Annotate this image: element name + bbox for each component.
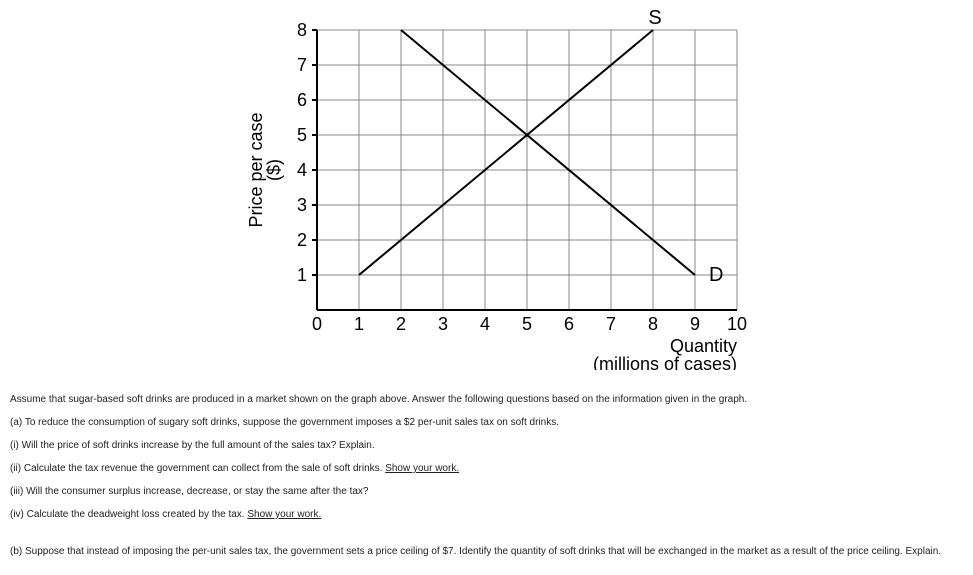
part-a-iv-text: (iv) Calculate the deadweight loss creat… xyxy=(10,509,247,520)
svg-text:0: 0 xyxy=(311,314,321,334)
part-a-i: (i) Will the price of soft drinks increa… xyxy=(10,436,963,455)
svg-text:D: D xyxy=(709,264,723,286)
supply-demand-chart: 0 1 2 3 4 5 6 7 8 9 10 1 2 3 4 5 6 7 8 Price per case($) Qua… xyxy=(207,10,767,370)
show-work-1: Show your work. xyxy=(385,463,459,474)
svg-text:4: 4 xyxy=(296,160,306,180)
svg-text:8: 8 xyxy=(647,314,657,334)
svg-text:(millions of cases): (millions of cases) xyxy=(592,354,736,370)
svg-text:5: 5 xyxy=(521,314,531,334)
svg-text:7: 7 xyxy=(605,314,615,334)
svg-text:4: 4 xyxy=(479,314,489,334)
svg-text:3: 3 xyxy=(437,314,447,334)
part-a-iv: (iv) Calculate the deadweight loss creat… xyxy=(10,505,963,524)
part-a-iii: (iii) Will the consumer surplus increase… xyxy=(10,482,963,501)
svg-text:Price per case: Price per case xyxy=(246,112,266,227)
svg-text:S: S xyxy=(648,10,661,29)
intro-text: Assume that sugar-based soft drinks are … xyxy=(10,390,963,409)
part-a-ii-text: (ii) Calculate the tax revenue the gover… xyxy=(10,463,385,474)
part-b: (b) Suppose that instead of imposing the… xyxy=(10,542,963,561)
svg-text:($): ($) xyxy=(264,159,284,181)
svg-text:2: 2 xyxy=(395,314,405,334)
svg-text:2: 2 xyxy=(296,230,306,250)
svg-text:6: 6 xyxy=(563,314,573,334)
svg-text:9: 9 xyxy=(689,314,699,334)
part-a-ii: (ii) Calculate the tax revenue the gover… xyxy=(10,459,963,478)
show-work-2: Show your work. xyxy=(247,509,321,520)
part-a: (a) To reduce the consumption of sugary … xyxy=(10,413,963,432)
svg-text:5: 5 xyxy=(296,125,306,145)
svg-text:6: 6 xyxy=(296,90,306,110)
svg-text:3: 3 xyxy=(296,195,306,215)
svg-text:7: 7 xyxy=(296,55,306,75)
svg-text:8: 8 xyxy=(296,20,306,40)
svg-text:1: 1 xyxy=(353,314,363,334)
question-text: Assume that sugar-based soft drinks are … xyxy=(10,390,963,561)
svg-text:1: 1 xyxy=(296,265,306,285)
svg-text:10: 10 xyxy=(726,314,746,334)
chart-container: 0 1 2 3 4 5 6 7 8 9 10 1 2 3 4 5 6 7 8 Price per case($) Qua… xyxy=(10,10,963,370)
svg-text:Quantity: Quantity xyxy=(669,336,736,356)
